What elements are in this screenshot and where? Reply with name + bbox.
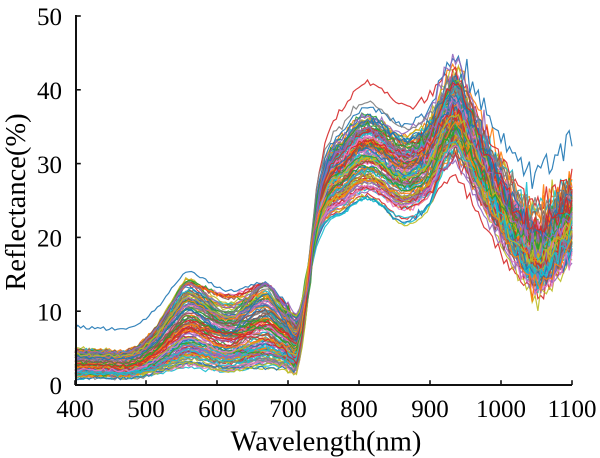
svg-text:Reflectance(%): Reflectance(%): [1, 113, 32, 290]
svg-text:50: 50: [37, 4, 62, 31]
svg-text:Wavelength(nm): Wavelength(nm): [231, 427, 422, 458]
svg-text:0: 0: [50, 373, 63, 400]
svg-text:700: 700: [269, 396, 307, 423]
svg-text:600: 600: [198, 396, 236, 423]
svg-text:30: 30: [37, 152, 62, 179]
svg-text:20: 20: [37, 226, 62, 253]
svg-text:500: 500: [127, 396, 165, 423]
svg-text:400: 400: [56, 396, 94, 423]
svg-text:10: 10: [37, 299, 62, 326]
svg-text:40: 40: [37, 78, 62, 105]
svg-text:1000: 1000: [476, 396, 526, 423]
svg-text:900: 900: [411, 396, 449, 423]
svg-text:800: 800: [340, 396, 378, 423]
svg-text:1100: 1100: [547, 396, 596, 423]
